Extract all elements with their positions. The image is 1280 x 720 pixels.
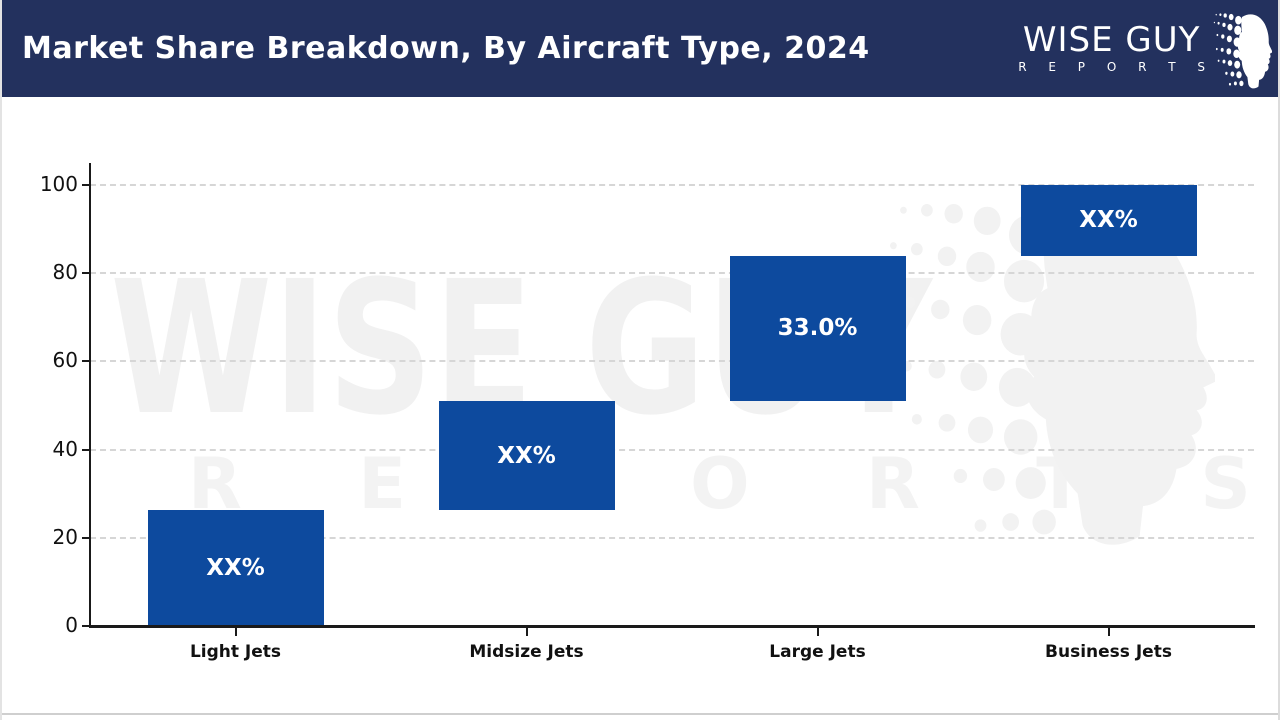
x-tick-0 bbox=[234, 628, 237, 636]
bar-business-jets: XX% bbox=[1020, 185, 1197, 256]
y-tick-40 bbox=[82, 448, 90, 451]
header-bar: Market Share Breakdown, By Aircraft Type… bbox=[2, 0, 1278, 97]
y-tick-80 bbox=[82, 272, 90, 275]
y-tick-label-20: 20 bbox=[52, 524, 78, 549]
y-tick-60 bbox=[82, 360, 90, 363]
gridline-20 bbox=[90, 536, 1254, 539]
logo-head-icon bbox=[1213, 13, 1272, 89]
gridline-80 bbox=[90, 272, 1254, 275]
y-axis-spine bbox=[89, 163, 91, 626]
x-tick-1 bbox=[525, 628, 528, 636]
logo-wordmark: WISE GUY bbox=[1022, 20, 1201, 60]
y-tick-label-80: 80 bbox=[52, 260, 78, 285]
chart-plot: WISE GUY R E P O R T S 0 20 40 60 80 100 XX% Li… bbox=[2, 97, 1280, 714]
y-tick-20 bbox=[82, 536, 90, 539]
gridline-100 bbox=[90, 184, 1254, 187]
x-category-label-3: Business Jets bbox=[1045, 642, 1172, 662]
bar-light-jets: XX% bbox=[147, 510, 324, 626]
bar-value-label: XX% bbox=[206, 555, 265, 581]
y-tick-label-100: 100 bbox=[39, 172, 78, 197]
x-category-label-2: Large Jets bbox=[769, 642, 866, 662]
x-tick-2 bbox=[816, 628, 819, 636]
bar-midsize-jets: XX% bbox=[438, 401, 615, 511]
logo-subtitle: R E P O R T S bbox=[1018, 60, 1214, 74]
bottom-border-line bbox=[2, 713, 1278, 715]
logo-text: WISE GUY R E P O R T S bbox=[1009, 22, 1214, 74]
bar-value-label: XX% bbox=[497, 442, 556, 469]
y-tick-0 bbox=[82, 625, 90, 627]
bar-value-label: 33.0% bbox=[777, 315, 858, 342]
x-tick-3 bbox=[1107, 628, 1110, 636]
x-axis-spine bbox=[89, 625, 1255, 628]
y-tick-label-60: 60 bbox=[52, 348, 78, 373]
y-tick-label-0: 0 bbox=[65, 613, 78, 637]
y-tick-label-40: 40 bbox=[52, 436, 78, 461]
bar-value-label: XX% bbox=[1079, 207, 1138, 234]
x-category-label-0: Light Jets bbox=[189, 642, 282, 662]
watermark-subtitle: R E P O R T S bbox=[188, 443, 1280, 525]
chart-title: Market Share Breakdown, By Aircraft Type… bbox=[22, 31, 870, 66]
bar-large-jets: 33.0% bbox=[729, 255, 906, 402]
gridline-60 bbox=[90, 360, 1254, 363]
wiseguy-logo: WISE GUY R E P O R T S bbox=[1018, 6, 1272, 92]
y-tick-100 bbox=[82, 184, 90, 187]
gridline-40 bbox=[90, 448, 1254, 451]
x-category-label-1: Midsize Jets bbox=[469, 642, 584, 662]
